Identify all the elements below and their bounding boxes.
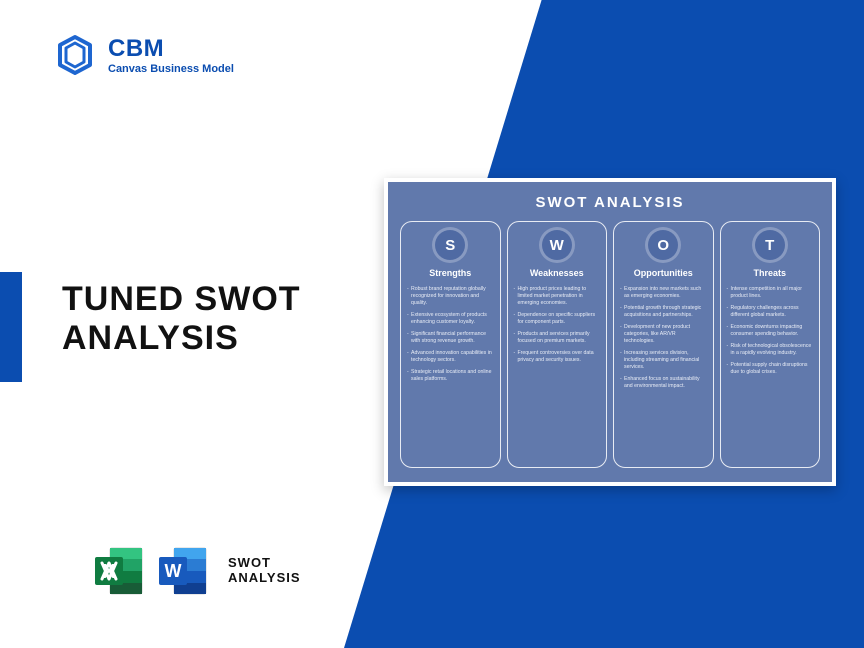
swot-item: Strategic retail locations and online sa…: [407, 369, 494, 383]
swot-item: Development of new product categories, l…: [620, 324, 707, 345]
swot-letter-badge: O: [648, 230, 678, 260]
swot-item: Robust brand reputation globally recogni…: [407, 286, 494, 307]
swot-item: Extensive ecosystem of products enhancin…: [407, 312, 494, 326]
swot-letter-badge: W: [542, 230, 572, 260]
svg-text:W: W: [165, 561, 182, 581]
excel-icon: X: [90, 542, 148, 600]
logo-hex-icon: [54, 34, 96, 76]
swot-letter-badge: S: [435, 230, 465, 260]
swot-item: High product prices leading to limited m…: [514, 286, 601, 307]
word-icon: W: [154, 542, 212, 600]
title-line-1: TUNED SWOT: [62, 280, 301, 318]
swot-item: Significant financial performance with s…: [407, 331, 494, 345]
swot-column: T Threats Intense competition in all major…: [720, 221, 821, 468]
format-label: SWOT ANALYSIS: [228, 556, 301, 586]
swot-column-label: Weaknesses: [530, 268, 584, 278]
swot-letter-badge: T: [755, 230, 785, 260]
swot-item: Frequent controversies over data privacy…: [514, 350, 601, 364]
swot-item-list: Intense competition in all major product…: [727, 286, 814, 381]
swot-item: Enhanced focus on sustainability and env…: [620, 376, 707, 390]
swot-column-label: Opportunities: [634, 268, 693, 278]
swot-column: S Strengths Robust brand reputation global…: [400, 221, 501, 468]
swot-column: W Weaknesses High product prices leading t…: [507, 221, 608, 468]
page-title: TUNED SWOT ANALYSIS: [62, 280, 301, 358]
swot-preview-card: SWOT ANALYSIS S Strengths Robust brand rep…: [384, 178, 836, 486]
swot-item: Advanced innovation capabilities in tech…: [407, 350, 494, 364]
swot-item: Potential growth through strategic acqui…: [620, 305, 707, 319]
swot-item: Dependence on specific suppliers for com…: [514, 312, 601, 326]
swot-item-list: Expansion into new markets such as emerg…: [620, 286, 707, 395]
title-line-2: ANALYSIS: [62, 319, 239, 357]
swot-item: Economic downturns impacting consumer sp…: [727, 324, 814, 338]
swot-heading: SWOT ANALYSIS: [400, 194, 820, 211]
format-icons-row: X W SWOT ANALYSIS: [90, 542, 301, 600]
brand-tagline: Canvas Business Model: [108, 63, 234, 75]
swot-column-label: Threats: [753, 268, 786, 278]
swot-item: Potential supply chain disruptions due t…: [727, 362, 814, 376]
swot-item: Expansion into new markets such as emerg…: [620, 286, 707, 300]
format-label-line2: ANALYSIS: [228, 570, 301, 585]
swot-item-list: High product prices leading to limited m…: [514, 286, 601, 369]
swot-column: O Opportunities Expansion into new markets…: [613, 221, 714, 468]
format-label-line1: SWOT: [228, 555, 271, 570]
swot-column-label: Strengths: [429, 268, 471, 278]
swot-item: Products and services primarily focused …: [514, 331, 601, 345]
swot-item: Regulatory challenges across different g…: [727, 305, 814, 319]
swot-item: Risk of technological obsolescence in a …: [727, 343, 814, 357]
swot-item: Intense competition in all major product…: [727, 286, 814, 300]
swot-columns: S Strengths Robust brand reputation global…: [400, 221, 820, 468]
svg-text:X: X: [102, 561, 116, 583]
brand-logo: CBM Canvas Business Model: [54, 34, 234, 76]
swot-item-list: Robust brand reputation globally recogni…: [407, 286, 494, 388]
accent-bar: [0, 272, 22, 382]
swot-item: Increasing services division, including …: [620, 350, 707, 371]
brand-name: CBM: [108, 35, 234, 63]
